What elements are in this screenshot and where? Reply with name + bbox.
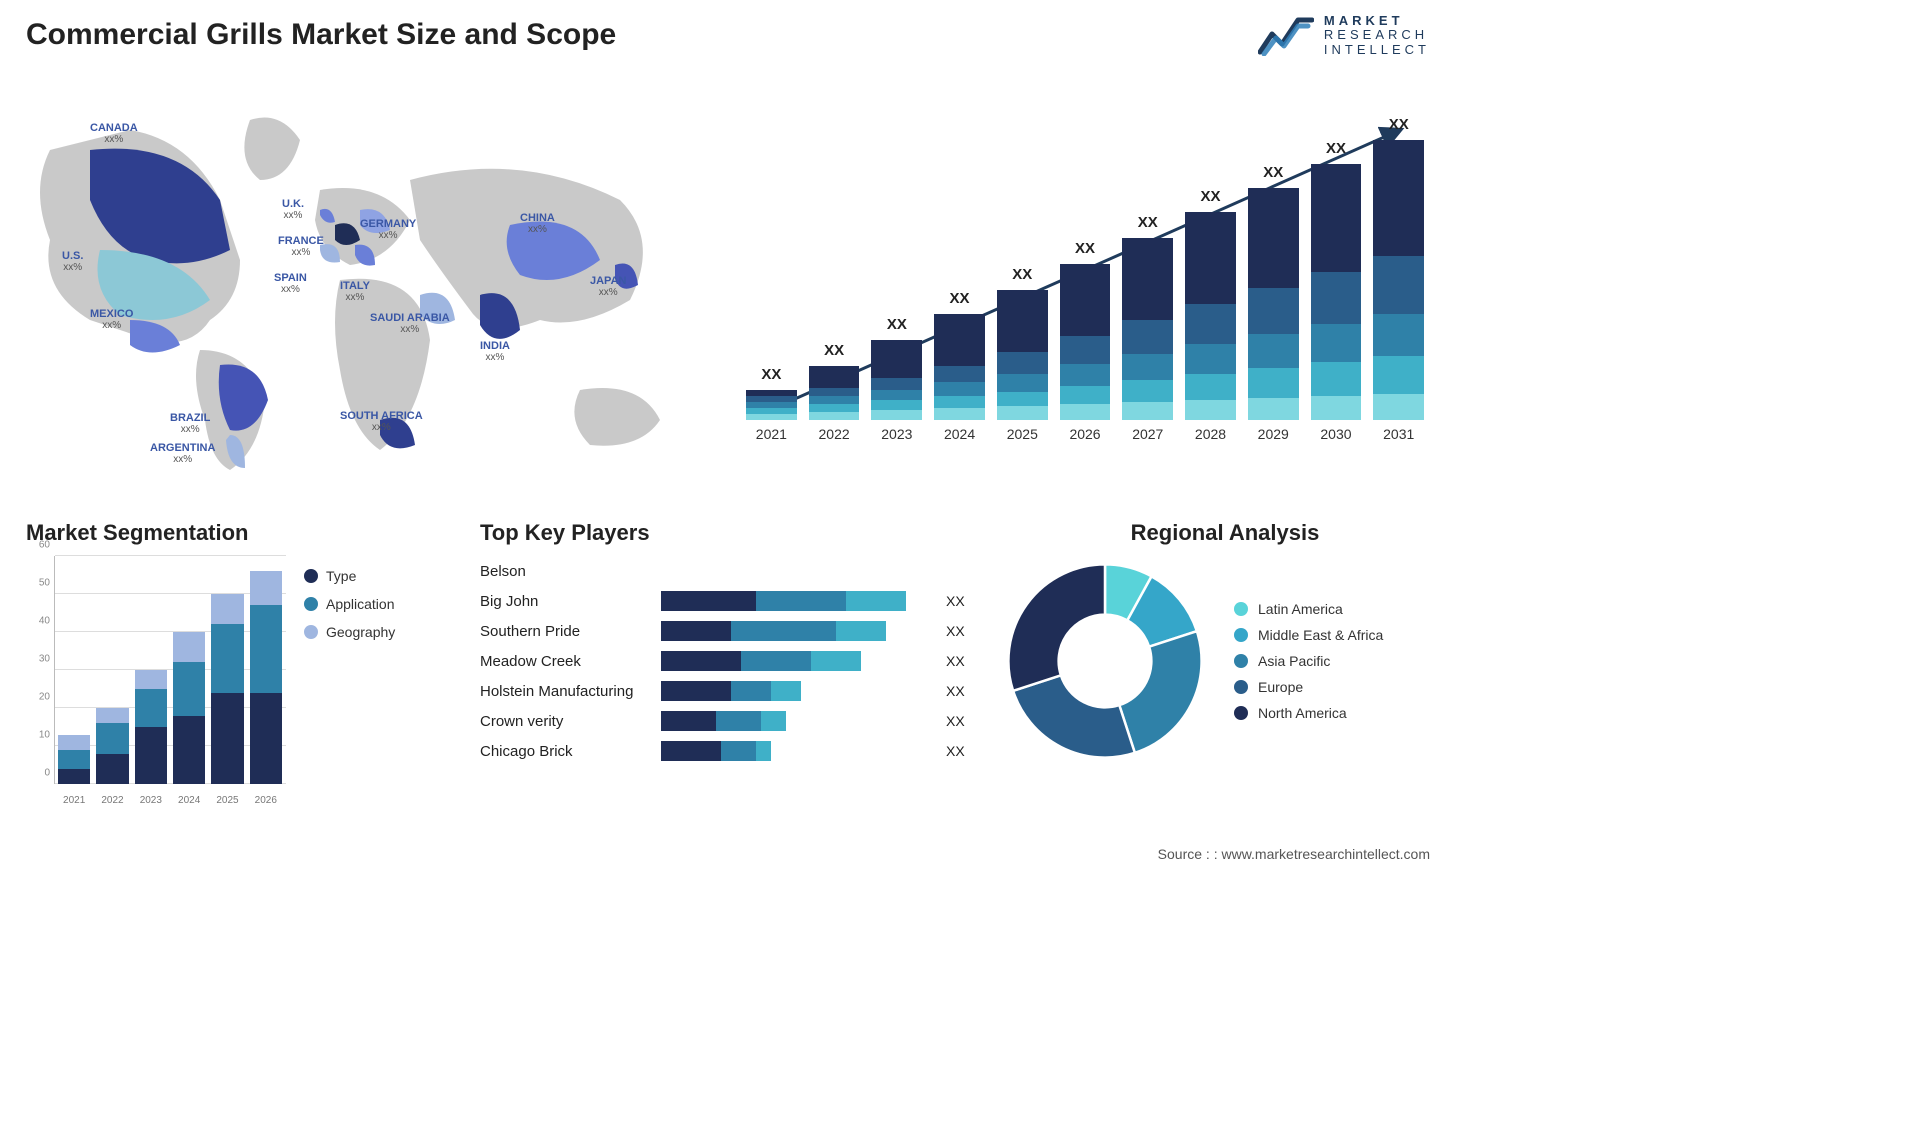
- logo-line2: RESEARCH: [1324, 28, 1430, 42]
- brand-logo: MARKET RESEARCH INTELLECT: [1258, 14, 1430, 57]
- regional-section: Regional Analysis Latin America Middle Ea…: [1000, 520, 1450, 766]
- legend-item: Type: [304, 568, 395, 584]
- growth-bar: XX2028: [1185, 212, 1236, 442]
- donut-slice: [1119, 631, 1201, 753]
- map-country-label: SPAINxx%: [274, 272, 307, 295]
- key-player-row: Holstein ManufacturingXX: [480, 676, 980, 706]
- map-country-label: FRANCExx%: [278, 235, 324, 258]
- source-label: Source : : www.marketresearchintellect.c…: [1158, 846, 1430, 862]
- map-country-label: SOUTH AFRICAxx%: [340, 410, 423, 433]
- map-country-label: MEXICOxx%: [90, 308, 133, 331]
- map-country-label: BRAZILxx%: [170, 412, 210, 435]
- donut-slice: [1008, 564, 1105, 690]
- map-country-label: SAUDI ARABIAxx%: [370, 312, 450, 335]
- regional-donut-chart: [1000, 556, 1210, 766]
- segmentation-bar: [58, 735, 90, 784]
- segmentation-chart: 0102030405060 202120222023202420252026: [26, 556, 286, 806]
- legend-item: North America: [1234, 705, 1383, 721]
- map-country-label: CHINAxx%: [520, 212, 555, 235]
- map-country-label: ITALYxx%: [340, 280, 370, 303]
- world-map: CANADAxx% U.S.xx% MEXICOxx% BRAZILxx% ARGENT…: [20, 90, 700, 470]
- segmentation-bar: [211, 594, 243, 784]
- growth-bar: XX2023: [871, 340, 922, 442]
- key-player-row: Belson: [480, 556, 980, 586]
- segmentation-bar: [250, 571, 282, 784]
- key-player-row: Crown verityXX: [480, 706, 980, 736]
- key-player-row: Big JohnXX: [480, 586, 980, 616]
- growth-chart: XX2021XX2022XX2023XX2024XX2025XX2026XX20…: [740, 90, 1430, 470]
- legend-item: Asia Pacific: [1234, 653, 1383, 669]
- logo-line3: INTELLECT: [1324, 43, 1430, 57]
- page-title: Commercial Grills Market Size and Scope: [26, 18, 616, 52]
- segmentation-legend: Type Application Geography: [304, 556, 395, 652]
- growth-bar: XX2030: [1311, 164, 1362, 442]
- logo-mark-icon: [1258, 14, 1314, 56]
- growth-bar: XX2031: [1373, 140, 1424, 442]
- legend-item: Europe: [1234, 679, 1383, 695]
- growth-bar: XX2021: [746, 390, 797, 442]
- map-country-label: INDIAxx%: [480, 340, 510, 363]
- donut-slice: [1013, 675, 1135, 757]
- logo-line1: MARKET: [1324, 14, 1430, 28]
- legend-item: Middle East & Africa: [1234, 627, 1383, 643]
- segmentation-bar: [135, 670, 167, 784]
- map-country-label: GERMANYxx%: [360, 218, 416, 241]
- key-players-section: Top Key Players BelsonBig JohnXXSouthern…: [480, 520, 980, 766]
- map-country-label: JAPANxx%: [590, 275, 626, 298]
- legend-item: Application: [304, 596, 395, 612]
- legend-item: Latin America: [1234, 601, 1383, 617]
- key-player-row: Meadow CreekXX: [480, 646, 980, 676]
- growth-bar: XX2025: [997, 290, 1048, 442]
- regional-legend: Latin America Middle East & Africa Asia Pa…: [1234, 591, 1383, 731]
- growth-bar: XX2026: [1060, 264, 1111, 442]
- growth-bar: XX2027: [1122, 238, 1173, 442]
- segmentation-bar: [173, 632, 205, 784]
- key-player-row: Southern PrideXX: [480, 616, 980, 646]
- key-player-row: Chicago BrickXX: [480, 736, 980, 766]
- regional-title: Regional Analysis: [1000, 520, 1450, 546]
- map-country-label: CANADAxx%: [90, 122, 138, 145]
- segmentation-title: Market Segmentation: [26, 520, 456, 546]
- growth-bar: XX2022: [809, 366, 860, 442]
- legend-item: Geography: [304, 624, 395, 640]
- map-country-label: U.K.xx%: [282, 198, 304, 221]
- growth-bar: XX2029: [1248, 188, 1299, 442]
- segmentation-section: Market Segmentation 0102030405060 202120…: [26, 520, 456, 806]
- growth-bar: XX2024: [934, 314, 985, 442]
- map-country-label: ARGENTINAxx%: [150, 442, 215, 465]
- key-players-title: Top Key Players: [480, 520, 980, 546]
- segmentation-bar: [96, 708, 128, 784]
- map-country-label: U.S.xx%: [62, 250, 83, 273]
